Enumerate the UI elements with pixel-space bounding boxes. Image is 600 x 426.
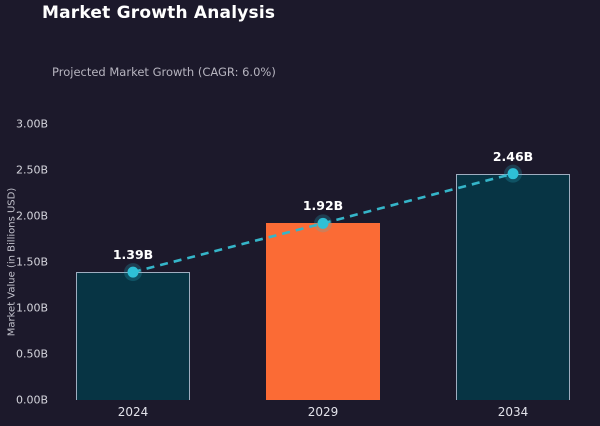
y-tick-label: 2.50B — [15, 163, 48, 177]
x-tick-label: 2024 — [117, 405, 149, 419]
value-label: 1.92B — [302, 198, 344, 214]
bar-2034 — [456, 173, 570, 400]
x-tick-label: 2029 — [307, 405, 339, 419]
y-tick-label: 2.00B — [15, 209, 48, 223]
bar-2029 — [266, 223, 380, 400]
y-tick-label: 3.00B — [15, 117, 48, 131]
value-label: 1.39B — [112, 247, 154, 263]
chart-title: Market Growth Analysis — [42, 3, 276, 23]
chart-subtitle: Projected Market Growth (CAGR: 6.0%) — [52, 65, 276, 79]
x-tick-label: 2034 — [497, 405, 529, 419]
y-tick-label: 0.00B — [15, 393, 48, 407]
y-tick-label: 1.50B — [15, 255, 48, 269]
y-tick-label: 1.00B — [15, 301, 48, 315]
bar-2024 — [76, 272, 190, 400]
value-label: 2.46B — [492, 148, 534, 164]
y-tick-label: 0.50B — [15, 347, 48, 361]
